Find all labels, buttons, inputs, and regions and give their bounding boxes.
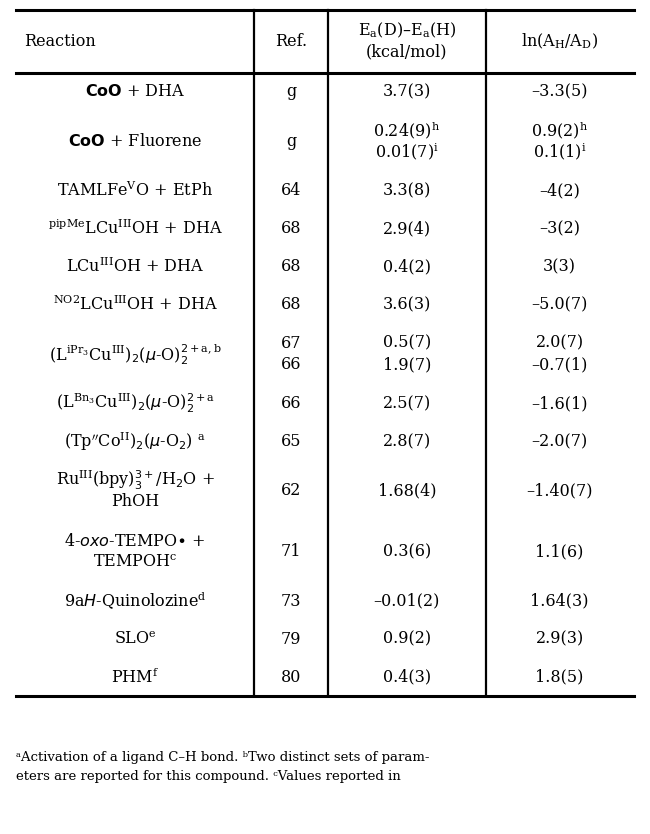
Text: ln(A$_\mathregular{H}$/A$_\mathregular{D}$): ln(A$_\mathregular{H}$/A$_\mathregular{D… (521, 32, 598, 51)
Text: –1.40(7): –1.40(7) (526, 483, 593, 500)
Text: 67: 67 (281, 334, 302, 352)
Text: $\mathbf{CoO}$ + Fluorene: $\mathbf{CoO}$ + Fluorene (68, 133, 202, 149)
Text: Reaction: Reaction (24, 33, 96, 50)
Text: LCu$^\mathregular{III}$OH + DHA: LCu$^\mathregular{III}$OH + DHA (66, 257, 204, 276)
Text: $^\mathregular{NO2}$LCu$^\mathregular{III}$OH + DHA: $^\mathregular{NO2}$LCu$^\mathregular{II… (53, 295, 218, 314)
Text: TAMLFe$^\mathregular{V}$O + EtPh: TAMLFe$^\mathregular{V}$O + EtPh (57, 181, 213, 200)
Text: –4(2): –4(2) (540, 182, 580, 199)
Text: 0.9(2): 0.9(2) (383, 631, 431, 648)
Text: TEMPOH$^\mathregular{c}$: TEMPOH$^\mathregular{c}$ (93, 554, 177, 570)
Text: ᵃActivation of a ligand C–H bond. ᵇTwo distinct sets of param-
eters are reporte: ᵃActivation of a ligand C–H bond. ᵇTwo d… (16, 751, 430, 782)
Text: 2.0(7): 2.0(7) (536, 334, 584, 352)
Text: 0.4(3): 0.4(3) (383, 669, 431, 686)
Text: SLO$^\mathregular{e}$: SLO$^\mathregular{e}$ (114, 631, 157, 648)
Text: 1.1(6): 1.1(6) (536, 543, 584, 560)
Text: 0.1(1)$^\mathregular{i}$: 0.1(1)$^\mathregular{i}$ (533, 142, 586, 163)
Text: 2.9(4): 2.9(4) (383, 220, 431, 237)
Text: 1.9(7): 1.9(7) (383, 356, 431, 374)
Text: (L$^\mathregular{iPr_3}$Cu$^\mathregular{III}$)$_2$($\mu$-O)$_2^{2+\mathregular{: (L$^\mathregular{iPr_3}$Cu$^\mathregular… (49, 341, 222, 367)
Text: 1.8(5): 1.8(5) (536, 669, 584, 686)
Text: 66: 66 (281, 356, 302, 374)
Text: 4-$\mathit{oxo}$-TEMPO$\bullet$ +: 4-$\mathit{oxo}$-TEMPO$\bullet$ + (64, 533, 206, 550)
Text: 66: 66 (281, 395, 302, 412)
Text: –0.01(2): –0.01(2) (374, 593, 440, 610)
Text: 2.9(3): 2.9(3) (536, 631, 584, 648)
Text: 0.01(7)$^\mathregular{i}$: 0.01(7)$^\mathregular{i}$ (375, 142, 439, 163)
Text: 0.3(6): 0.3(6) (383, 543, 431, 560)
Text: 68: 68 (281, 296, 302, 313)
Text: 3.6(3): 3.6(3) (383, 296, 431, 313)
Text: (Tp$^{\prime\prime}$Co$^\mathregular{II}$)$_2$($\mu$-O$_2$) $^\mathregular{a}$: (Tp$^{\prime\prime}$Co$^\mathregular{II}… (64, 430, 206, 453)
Text: 1.68(4): 1.68(4) (378, 483, 436, 500)
Text: PHM$^\mathregular{f}$: PHM$^\mathregular{f}$ (111, 668, 159, 687)
Text: 2.8(7): 2.8(7) (383, 433, 431, 450)
Text: –2.0(7): –2.0(7) (532, 433, 588, 450)
Text: Ru$^\mathregular{III}$(bpy)$_3^{3+}$/H$_2$O +: Ru$^\mathregular{III}$(bpy)$_3^{3+}$/H$_… (56, 469, 215, 492)
Text: 1.64(3): 1.64(3) (530, 593, 589, 610)
Text: 68: 68 (281, 220, 302, 237)
Text: 9a$\mathit{H}$-Quinolozine$^\mathregular{d}$: 9a$\mathit{H}$-Quinolozine$^\mathregular… (64, 590, 207, 612)
Text: 79: 79 (281, 631, 302, 648)
Text: $\mathbf{CoO}$ + DHA: $\mathbf{CoO}$ + DHA (85, 83, 185, 100)
Text: –3(2): –3(2) (539, 220, 580, 237)
Text: PhOH: PhOH (111, 493, 159, 510)
Text: g: g (286, 83, 296, 100)
Text: –3.3(5): –3.3(5) (532, 83, 588, 100)
Text: 0.4(2): 0.4(2) (383, 258, 431, 275)
Text: 3.7(3): 3.7(3) (383, 83, 431, 100)
Text: 0.24(9)$^\mathregular{h}$: 0.24(9)$^\mathregular{h}$ (373, 119, 440, 141)
Text: (kcal/mol): (kcal/mol) (366, 43, 448, 61)
Text: g: g (286, 133, 296, 149)
Text: 62: 62 (281, 483, 301, 500)
Text: 73: 73 (281, 593, 302, 610)
Text: (L$^\mathregular{Bn_3}$Cu$^\mathregular{III}$)$_2$($\mu$-O)$_2^{2+\mathregular{a: (L$^\mathregular{Bn_3}$Cu$^\mathregular{… (55, 392, 214, 415)
Text: 80: 80 (281, 669, 301, 686)
Text: –5.0(7): –5.0(7) (532, 296, 588, 313)
Text: E$_\mathregular{a}$(D)–E$_\mathregular{a}$(H): E$_\mathregular{a}$(D)–E$_\mathregular{a… (358, 21, 456, 40)
Text: 2.5(7): 2.5(7) (383, 395, 431, 412)
Text: 0.5(7): 0.5(7) (383, 334, 431, 352)
Text: 0.9(2)$^\mathregular{h}$: 0.9(2)$^\mathregular{h}$ (531, 119, 588, 141)
Text: 64: 64 (281, 182, 301, 199)
Text: –0.7(1): –0.7(1) (532, 356, 588, 374)
Text: 71: 71 (281, 543, 302, 560)
Text: 3(3): 3(3) (543, 258, 576, 275)
Text: Ref.: Ref. (275, 33, 307, 50)
Text: –1.6(1): –1.6(1) (532, 395, 588, 412)
Text: $^\mathregular{pipMe}$LCu$^\mathregular{III}$OH + DHA: $^\mathregular{pipMe}$LCu$^\mathregular{… (47, 219, 222, 238)
Text: 65: 65 (281, 433, 302, 450)
Text: 3.3(8): 3.3(8) (383, 182, 431, 199)
Text: 68: 68 (281, 258, 302, 275)
